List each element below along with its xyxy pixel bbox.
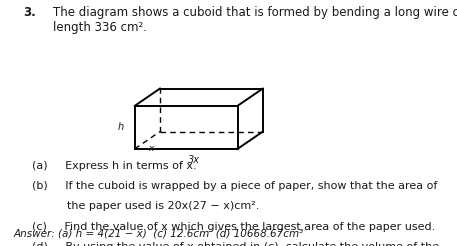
Text: (b)     If the cuboid is wrapped by a piece of paper, show that the area of: (b) If the cuboid is wrapped by a piece …	[32, 181, 437, 191]
Text: (d)     By using the value of x obtained in (c), calculate the volume of the: (d) By using the value of x obtained in …	[32, 242, 439, 246]
Text: x: x	[149, 144, 154, 154]
Text: (a)     Express h in terms of x.: (a) Express h in terms of x.	[32, 161, 197, 171]
Text: h: h	[117, 122, 123, 132]
Text: length 336 cm².: length 336 cm².	[53, 21, 147, 34]
Text: (c)     Find the value of x which gives the largest area of the paper used.: (c) Find the value of x which gives the …	[32, 222, 435, 232]
Text: the paper used is 20x(27 − x)cm².: the paper used is 20x(27 − x)cm².	[32, 201, 260, 212]
Text: The diagram shows a cuboid that is formed by bending a long wire of: The diagram shows a cuboid that is forme…	[53, 6, 457, 19]
Text: Answer: (a) h = 4(21 − x)  (c) 12.6cm  (d) 10668.67cm³: Answer: (a) h = 4(21 − x) (c) 12.6cm (d)…	[14, 229, 304, 239]
Text: 3x: 3x	[188, 155, 200, 165]
Text: 3.: 3.	[23, 6, 36, 19]
